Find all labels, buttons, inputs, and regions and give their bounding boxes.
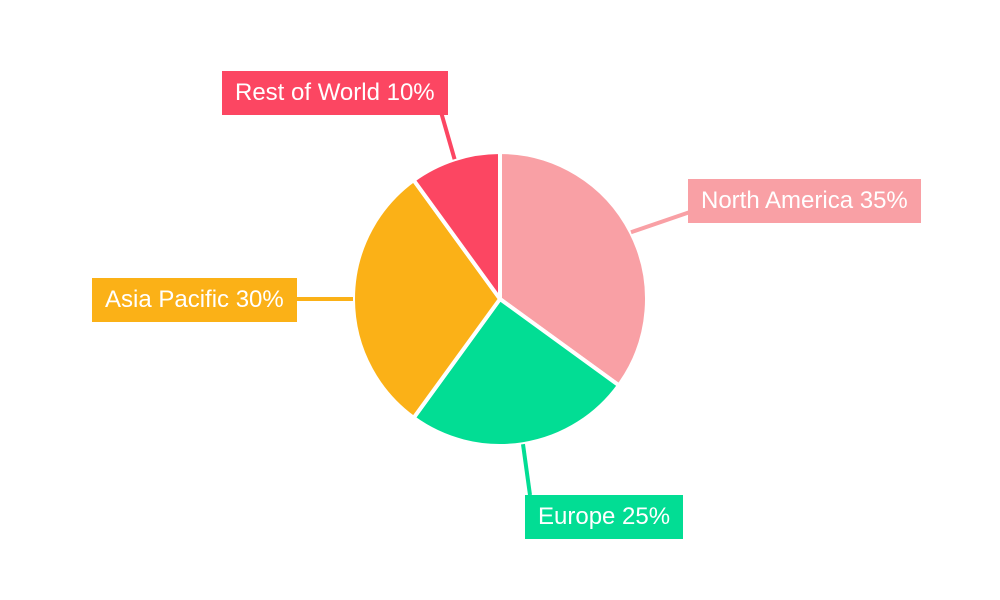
pie-slice-rest-of-world xyxy=(411,150,502,301)
pie-slice-europe xyxy=(411,297,621,448)
callout-label-rest-of-world: Rest of World 10% xyxy=(222,71,448,115)
leader-line-europe xyxy=(521,443,532,496)
callout-label-north-america: North America 35% xyxy=(688,179,921,223)
leader-line-rest-of-world xyxy=(439,111,457,160)
pie-slice-north-america xyxy=(498,150,649,388)
callout-label-europe: Europe 25% xyxy=(525,495,684,539)
callout-label-asia-pacific: Asia Pacific 30% xyxy=(92,278,297,322)
leader-line-north-america xyxy=(630,210,691,235)
pie-slice-asia-pacific xyxy=(351,178,502,420)
